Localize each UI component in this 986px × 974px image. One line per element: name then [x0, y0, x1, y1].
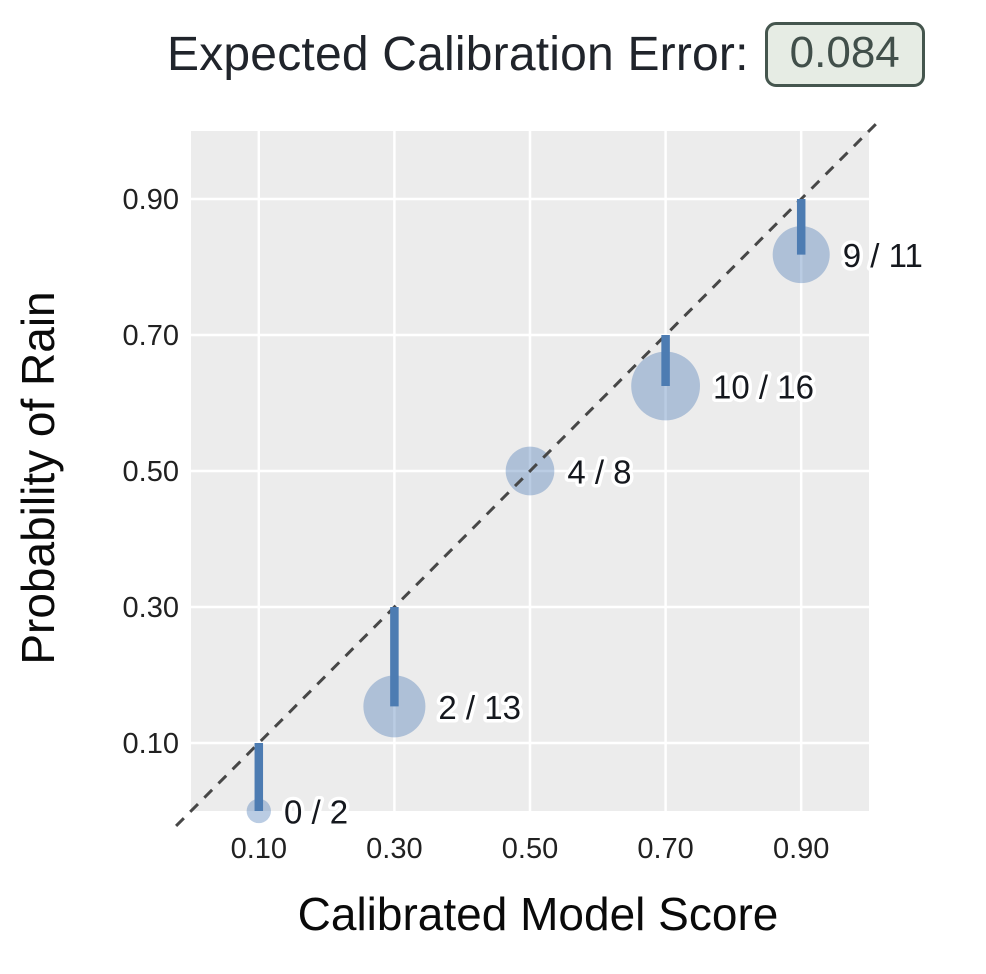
calibration-error-bar: [254, 743, 264, 811]
calibration-error-bar: [661, 335, 670, 386]
y-tick-label: 0.30: [123, 592, 179, 624]
page-title: Expected Calibration Error:: [167, 28, 749, 82]
perfect-calibration-line: [175, 119, 881, 828]
x-tick-label: 0.70: [637, 833, 693, 865]
calibration-error-bar: [796, 199, 806, 255]
bubble-count-label: 2 / 13: [438, 689, 521, 726]
y-tick-label: 0.50: [123, 456, 179, 488]
y-tick-label: 0.10: [123, 728, 179, 760]
x-tick-label: 0.50: [502, 833, 558, 865]
y-axis-title: Probability of Rain: [12, 291, 64, 664]
bubble-count-label: 4 / 8: [567, 454, 631, 491]
y-tick-label: 0.70: [123, 320, 179, 352]
bubble-count-label: 10 / 16: [713, 369, 814, 406]
calibration-error-bar: [390, 607, 399, 707]
x-tick-label: 0.30: [366, 833, 422, 865]
y-tick-label: 0.90: [123, 184, 179, 216]
x-axis-title: Calibrated Model Score: [298, 888, 779, 940]
bubble-count-label: 9 / 11: [843, 237, 923, 274]
ece-value-badge: 0.084: [764, 22, 925, 88]
calibration-plot-svg: Calibrated Model Score Probability of Ra…: [12, 119, 926, 940]
x-tick-label: 0.10: [231, 833, 287, 865]
x-tick-label: 0.90: [773, 833, 829, 865]
figure-header: Expected Calibration Error: 0.084: [167, 22, 925, 88]
calibration-bubble: [772, 226, 830, 284]
bubble-count-label: 0 / 2: [284, 794, 348, 831]
